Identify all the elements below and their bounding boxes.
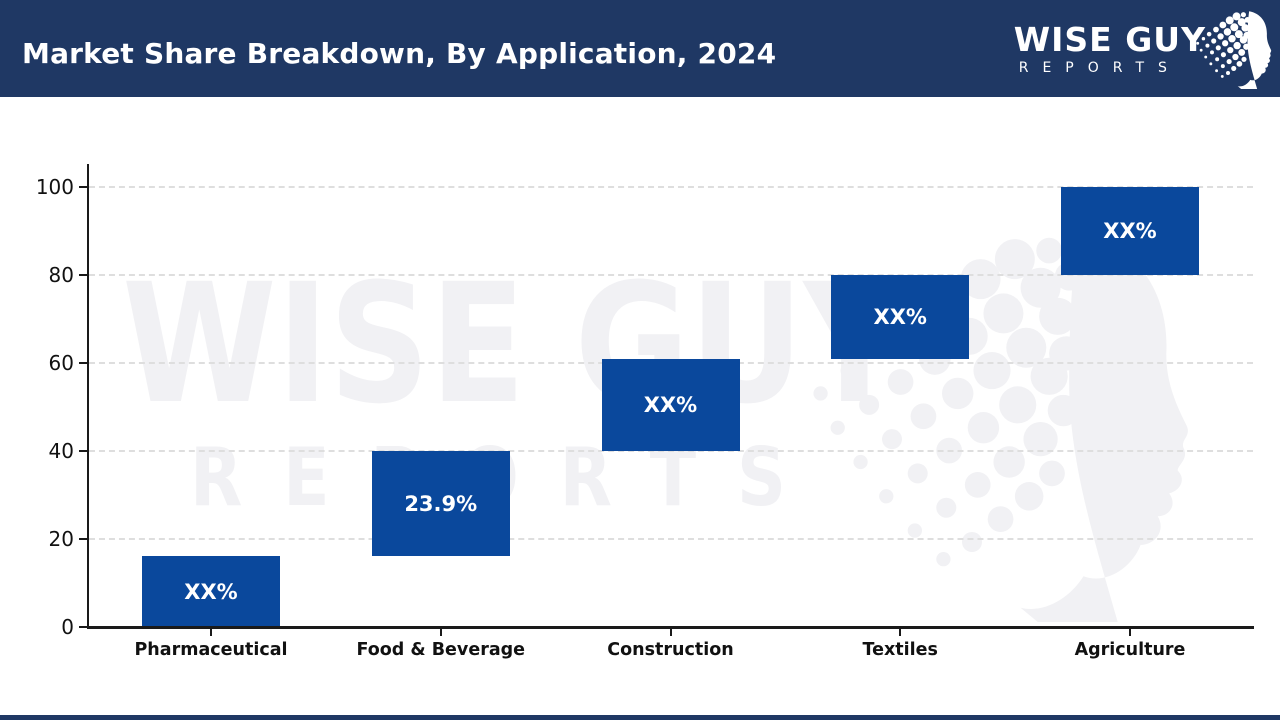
bar-value-label: XX% [873, 304, 927, 329]
x-axis-tick [439, 628, 442, 636]
bar-value-label: XX% [643, 392, 698, 417]
logo-wordmark-line2: REPORTS [1018, 59, 1181, 76]
bar-value-label: XX% [184, 579, 238, 604]
bar-agriculture [1061, 187, 1199, 275]
footer-bar [0, 715, 1280, 720]
x-axis-category-label: Food & Beverage [356, 640, 526, 660]
y-axis-tick [79, 626, 87, 628]
x-axis-spine [87, 626, 1254, 629]
x-axis-tick [1129, 628, 1131, 636]
logo-head-icon [1196, 11, 1272, 90]
gridline-100 [89, 186, 1253, 188]
y-axis-tick-label: 100 [35, 175, 74, 199]
x-axis-tick [210, 628, 212, 636]
logo-wordmark: WISE GUY REPORTS [1013, 20, 1206, 76]
chart-title: Market Share Breakdown, By Application, … [22, 37, 777, 70]
y-axis-tick-label: 80 [48, 263, 74, 287]
y-axis-tick [79, 186, 87, 188]
bar-pharmaceutical [142, 556, 280, 627]
gridline-80 [89, 274, 1253, 276]
y-axis-tick [79, 450, 87, 452]
logo-wordmark-line1: WISE GUY [1013, 20, 1206, 60]
x-axis-category-label: Agriculture [1074, 640, 1186, 660]
x-axis-tick [669, 628, 672, 636]
x-axis-category-label: Pharmaceutical [134, 640, 288, 660]
y-axis-tick-label: 20 [48, 527, 74, 551]
header-bar: Market Share Breakdown, By Application, … [0, 0, 1280, 97]
x-axis-category-label: Textiles [862, 640, 938, 660]
bar-value-label: 23.9% [404, 491, 478, 516]
bar-textiles [831, 275, 970, 359]
bar-food-beverage [371, 451, 510, 557]
y-axis-tick-label: 40 [48, 439, 74, 463]
y-axis-tick-label: 0 [61, 615, 74, 639]
brand-logo: WISE GUY REPORTS [1014, 4, 1272, 94]
bar-value-label: XX% [1103, 219, 1157, 243]
y-axis-tick-label: 60 [48, 351, 74, 375]
x-axis-tick [899, 628, 902, 636]
y-axis-tick [79, 538, 87, 540]
gridline-20 [89, 538, 1253, 540]
bar-construction [601, 358, 740, 451]
gridline-40 [89, 450, 1253, 452]
y-axis-tick [79, 274, 87, 276]
y-axis-spine [87, 164, 89, 629]
y-axis-tick [79, 362, 87, 364]
x-axis-category-label: Construction [607, 640, 734, 660]
